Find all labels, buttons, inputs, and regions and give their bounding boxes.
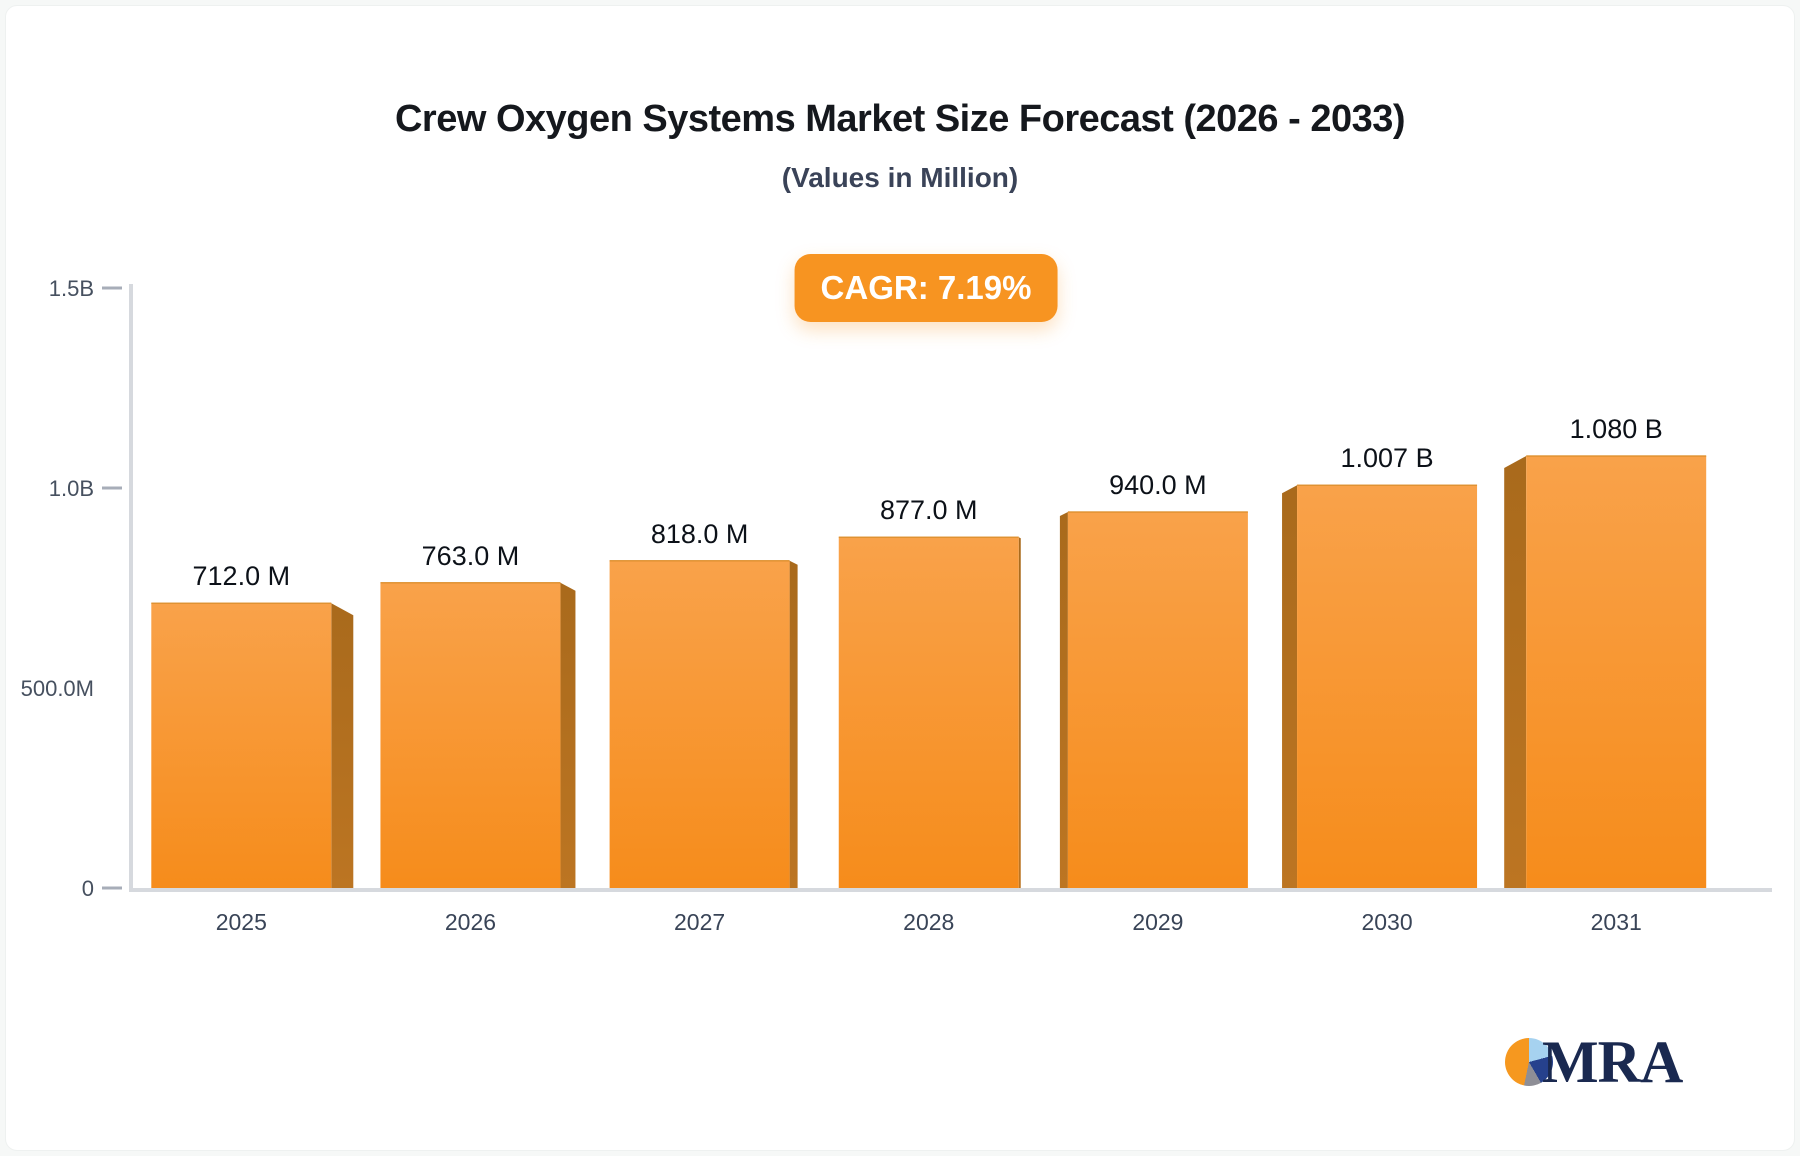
bar-group-2026: 763.0 M 2026 [380,541,576,935]
bar-chart: 1.5B 1.0B 500.0M 0 712.0 M 2025 763.0 M 2026 818… [21,276,1772,935]
bar-2031[interactable] [1526,456,1707,888]
bar-2029[interactable] [1067,512,1248,888]
bar-side-face [1504,456,1527,888]
bar-side-face [1018,537,1021,888]
bar-group-2028: 877.0 M 2028 [838,495,1021,935]
brand-logo-text: MRA [1542,1029,1683,1095]
x-axis-label-2031: 2031 [1591,909,1642,935]
y-axis-label: 1.0B [49,476,94,501]
bar-group-2025: 712.0 M 2025 [151,561,354,935]
bar-group-2029: 940.0 M 2029 [1059,470,1248,935]
bar-group-2031: 1.080 B 2031 [1504,414,1707,935]
bar-side-face [1282,485,1298,888]
pie-chart-logo-icon [1505,1038,1553,1086]
y-axis-label: 0 [82,876,94,901]
bar-side-face [560,582,576,888]
bar-2030[interactable] [1297,485,1478,888]
x-axis-label-2027: 2027 [674,909,725,935]
bar-side-face [1059,512,1068,888]
bar-value-label-2031: 1.080 B [1570,414,1663,444]
bar-side-face [789,560,798,888]
bar-2027[interactable] [609,560,790,888]
chart-subtitle: (Values in Million) [781,162,1019,193]
bar-value-label-2026: 763.0 M [422,541,520,571]
bar-value-label-2028: 877.0 M [880,495,978,525]
y-axis-label: 1.5B [49,276,94,301]
y-axis-label: 500.0M [21,676,94,701]
x-axis-label-2028: 2028 [903,909,954,935]
cagr-badge: CAGR: 7.19% [794,254,1058,322]
x-axis-label-2025: 2025 [216,909,267,935]
bar-value-label-2027: 818.0 M [651,519,749,549]
bar-2026[interactable] [380,582,561,888]
bar-2028[interactable] [838,537,1019,888]
bar-side-face [331,603,354,888]
bar-group-2027: 818.0 M 2027 [609,519,798,935]
chart-title: Crew Oxygen Systems Market Size Forecast… [394,98,1406,140]
x-axis-label-2029: 2029 [1132,909,1183,935]
bar-value-label-2029: 940.0 M [1109,470,1207,500]
x-axis-label-2030: 2030 [1361,909,1412,935]
bar-2025[interactable] [151,603,332,888]
bar-group-2030: 1.007 B 2030 [1282,443,1478,935]
x-axis-label-2026: 2026 [445,909,496,935]
brand-logo: MRA [1505,1029,1683,1095]
bar-value-label-2025: 712.0 M [193,561,291,591]
bar-value-label-2030: 1.007 B [1341,443,1434,473]
